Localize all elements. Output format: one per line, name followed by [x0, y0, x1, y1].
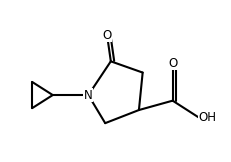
Text: O: O [168, 57, 177, 70]
Text: O: O [102, 29, 112, 42]
Text: OH: OH [199, 111, 217, 124]
Text: N: N [84, 89, 93, 102]
